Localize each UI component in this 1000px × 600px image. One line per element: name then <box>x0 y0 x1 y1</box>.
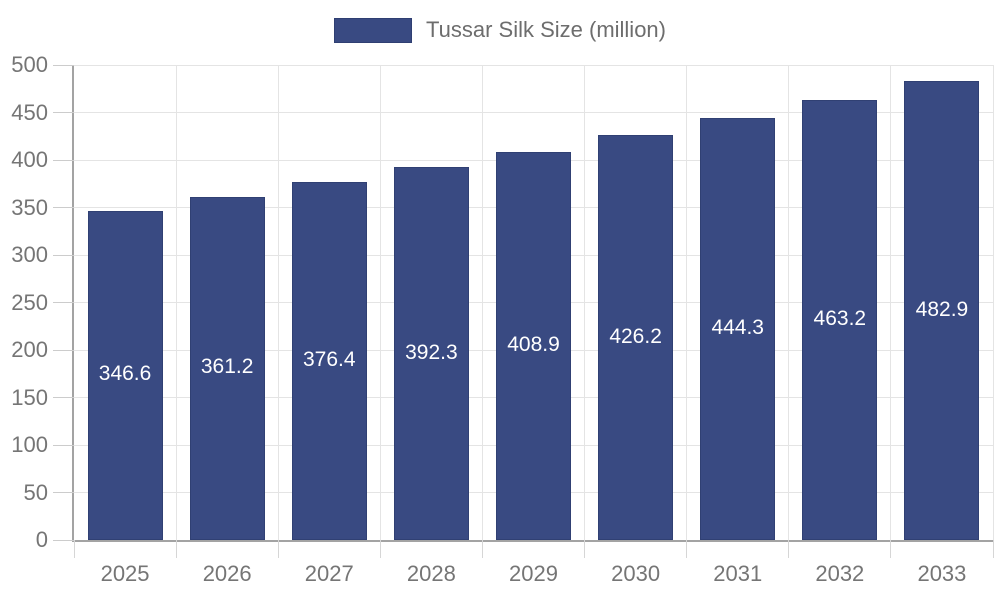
y-axis-label: 350 <box>11 194 48 220</box>
y-axis-label: 0 <box>35 527 48 552</box>
y-axis-tick <box>53 207 74 208</box>
bar[interactable] <box>189 196 265 540</box>
x-axis-tick <box>379 540 381 558</box>
x-axis-label: 2032 <box>815 561 865 586</box>
x-axis-label: 2029 <box>509 561 558 586</box>
y-axis-tick <box>53 539 74 541</box>
x-axis-label: 2028 <box>406 561 456 586</box>
x-axis-tick <box>788 540 790 558</box>
y-axis-tick <box>53 112 74 113</box>
x-axis-label: 2031 <box>713 561 763 586</box>
gridline-vertical <box>788 65 790 540</box>
x-axis-label: 2030 <box>611 561 661 586</box>
x-axis-label: 2025 <box>100 561 150 586</box>
x-axis-line <box>72 540 993 542</box>
x-axis-tick <box>277 540 279 558</box>
gridline-vertical <box>890 65 892 540</box>
bar-value-label: 408.9 <box>507 332 560 356</box>
x-axis-label: 2026 <box>202 561 252 586</box>
x-axis-label: 2033 <box>917 561 967 586</box>
x-axis-tick <box>73 540 75 558</box>
bar[interactable] <box>700 117 776 540</box>
x-axis-tick <box>481 540 483 558</box>
gridline-vertical <box>584 65 586 540</box>
y-axis-label: 250 <box>11 289 48 315</box>
y-axis-tick <box>53 159 74 161</box>
bar-value-label: 361.2 <box>200 355 254 379</box>
bar[interactable] <box>598 135 674 540</box>
bar[interactable] <box>87 210 163 540</box>
bar-value-label: 376.4 <box>302 348 356 372</box>
legend-swatch-icon <box>333 17 412 43</box>
y-axis-tick <box>53 397 74 398</box>
bar[interactable] <box>802 99 878 540</box>
gridline-vertical <box>481 65 483 540</box>
legend-item[interactable]: Tussar Silk Size (million) <box>333 17 666 43</box>
gridline-vertical <box>379 65 381 540</box>
x-axis-tick <box>686 540 688 558</box>
y-axis-tick <box>53 302 74 303</box>
plot-area: 0 50 100 150 200 250 300 350 400 450 500 346.6 2025 3… <box>11 53 994 586</box>
bar-value-label: 482.9 <box>915 297 969 321</box>
y-axis-label: 100 <box>11 432 48 457</box>
bar[interactable] <box>904 81 980 540</box>
gridline-horizontal <box>74 112 993 113</box>
bar-value-label: 392.3 <box>405 340 458 364</box>
y-axis-label: 200 <box>11 337 48 362</box>
y-axis-label: 500 <box>11 52 48 77</box>
x-axis-tick <box>992 540 994 558</box>
legend-label: Tussar Silk Size (million) <box>425 17 666 42</box>
x-axis-tick <box>890 540 892 558</box>
y-axis-label: 50 <box>23 479 48 505</box>
y-axis-label: 300 <box>11 242 48 267</box>
legend: Tussar Silk Size (million) <box>0 17 1000 43</box>
bar-value-label: 444.3 <box>711 315 764 339</box>
y-axis-tick <box>53 492 74 493</box>
y-axis-tick <box>53 349 74 351</box>
bar[interactable] <box>291 182 367 540</box>
x-axis-tick <box>175 540 177 558</box>
bar[interactable] <box>393 167 469 540</box>
bar-value-label: 463.2 <box>813 306 867 330</box>
bar[interactable] <box>496 151 571 540</box>
gridline-vertical <box>992 65 994 540</box>
y-axis-label: 400 <box>11 147 48 172</box>
y-axis-label: 450 <box>11 99 48 125</box>
x-axis-label: 2027 <box>304 561 354 586</box>
y-axis-tick <box>53 64 74 66</box>
gridline-vertical <box>277 65 279 540</box>
y-axis-tick <box>53 254 74 256</box>
bar-value-label: 346.6 <box>98 362 152 386</box>
bar-value-label: 426.2 <box>609 324 662 348</box>
y-axis-label: 150 <box>11 384 48 410</box>
gridline-vertical <box>686 65 688 540</box>
y-axis-tick <box>53 444 74 446</box>
x-axis-tick <box>584 540 586 558</box>
gridline-vertical <box>175 65 177 540</box>
gridline-horizontal <box>74 64 993 66</box>
